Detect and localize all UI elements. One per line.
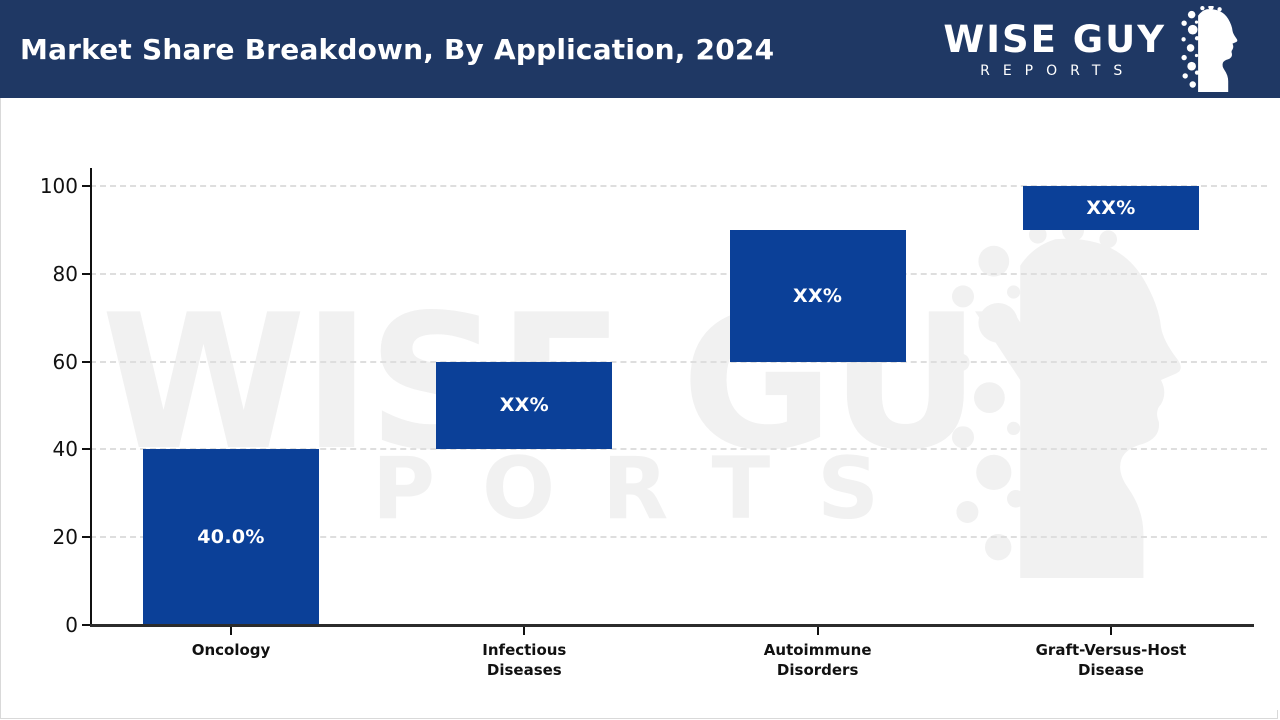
gridline <box>90 185 1267 187</box>
bar-value-label: 40.0% <box>197 526 265 549</box>
y-tick <box>82 185 90 187</box>
logo-face-icon <box>1181 6 1238 92</box>
bar-value-label: XX% <box>499 394 549 417</box>
y-tick <box>82 272 90 275</box>
y-tick <box>82 536 90 539</box>
y-tick <box>82 360 90 363</box>
y-tick <box>82 624 90 626</box>
logo-wordmark: WISE GUY <box>943 17 1166 61</box>
logo-text: WISE GUY REPORTS <box>943 21 1166 78</box>
category-label: Autoimmune Disorders <box>763 641 872 679</box>
y-tick-label: 80 <box>52 261 78 286</box>
bar-infectious-diseases: XX% <box>436 361 613 450</box>
wise-guy-logo: WISE GUY REPORTS <box>943 6 1254 92</box>
page-title: Market Share Breakdown, By Application, … <box>20 32 775 66</box>
gridline <box>90 536 1267 539</box>
category-label: Infectious Diseases <box>482 641 567 679</box>
watermark-face-icon <box>952 226 1181 578</box>
watermark-text: WISE GUY. <box>101 274 1147 491</box>
bar-value-label: XX% <box>1086 196 1136 219</box>
bar-autoimmune-disorders: XX% <box>729 229 906 362</box>
logo-subtitle: REPORTS <box>980 62 1136 79</box>
x-tick <box>816 627 819 635</box>
bar-oncology: 40.0% <box>143 449 319 625</box>
x-tick <box>523 627 526 635</box>
category-label: Graft-Versus-Host Disease <box>1035 641 1187 679</box>
x-axis <box>90 624 1254 627</box>
y-axis <box>90 168 92 627</box>
x-tick <box>1109 627 1112 635</box>
gridline <box>90 360 1267 363</box>
y-tick-label: 100 <box>39 174 78 198</box>
y-tick <box>82 448 90 451</box>
y-tick-label: 40 <box>52 437 78 462</box>
gridline <box>90 448 1267 451</box>
x-tick <box>230 627 232 635</box>
y-tick-label: 20 <box>52 525 78 550</box>
bar-graft-versus-host-disease: XX% <box>1022 186 1199 230</box>
bar-value-label: XX% <box>793 284 843 307</box>
y-tick-label: 0 <box>65 613 78 637</box>
category-label: Oncology <box>191 641 271 659</box>
y-tick-label: 60 <box>52 349 78 374</box>
gridline <box>90 272 1267 275</box>
chart-area: WISE GUY. REPORTS 0 20 40 60 80 100 40.0% Oncol… <box>1 98 1279 710</box>
header: Market Share Breakdown, By Application, … <box>0 0 1280 98</box>
